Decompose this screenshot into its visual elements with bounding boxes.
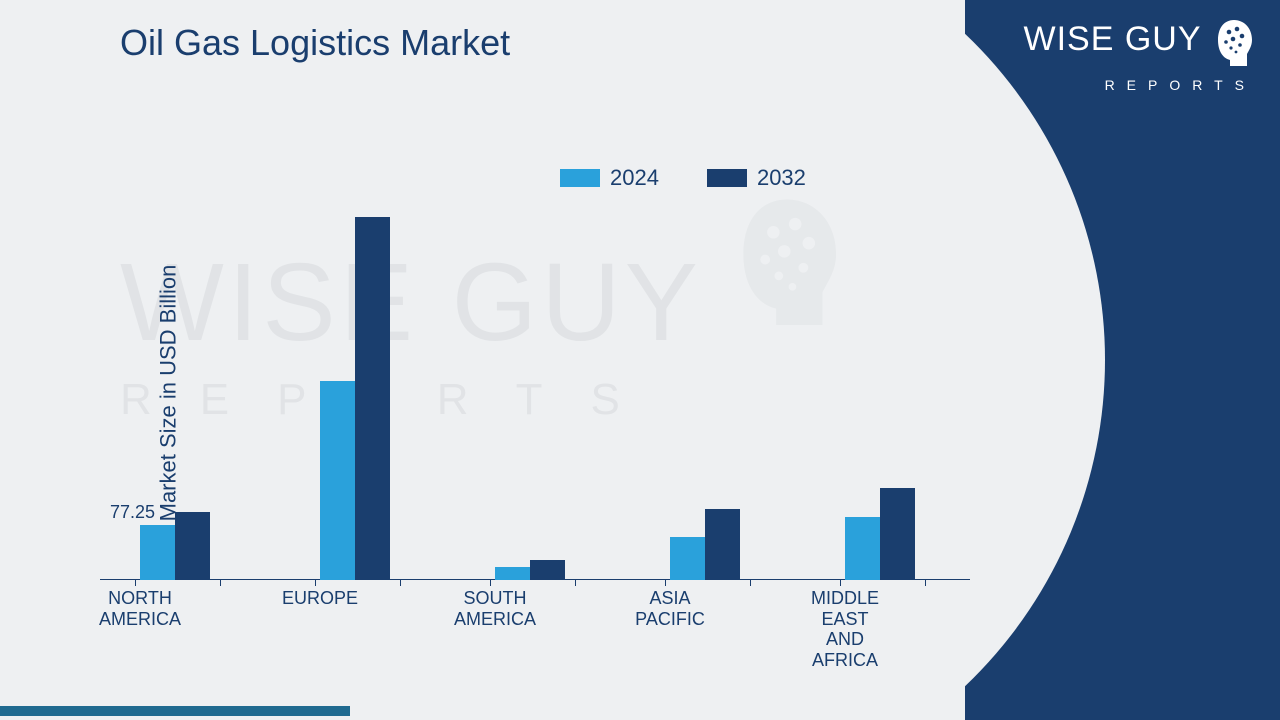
legend-item-2032: 2032 [707,165,806,191]
category-label: NORTHAMERICA [70,588,210,629]
bar-group [495,560,565,580]
axis-tick [925,580,926,586]
axis-tick [575,580,576,586]
axis-tick [135,580,136,586]
bar-2024 [670,537,705,580]
chart-title: Oil Gas Logistics Market [120,22,510,64]
category-label: ASIAPACIFIC [600,588,740,629]
bar-group [670,509,740,580]
axis-tick [750,580,751,586]
category-label: EUROPE [250,588,390,609]
bar-2024 [320,381,355,580]
bar-2032 [880,488,915,581]
brain-head-icon [1212,18,1256,74]
bar-value-label: 77.25 [110,502,155,523]
axis-tick [400,580,401,586]
bar-group [320,217,390,580]
bar-2024 [495,567,530,580]
axis-tick [220,580,221,586]
axis-tick [315,580,316,586]
logo-line1: WISE GUY [1024,20,1202,58]
bar-group [845,488,915,581]
brand-logo: WISE GUY REPORTS [1024,18,1256,92]
chart-plot-area: 77.25 [100,210,970,580]
bar-2024 [140,525,175,580]
legend-swatch-2032 [707,169,747,187]
legend-item-2024: 2024 [560,165,659,191]
axis-tick [490,580,491,586]
bar-2032 [355,217,390,580]
bar-2032 [530,560,565,580]
logo-line2: REPORTS [1024,78,1256,92]
bar-2024 [845,517,880,580]
category-label: MIDDLEEASTANDAFRICA [775,588,915,671]
category-label: SOUTHAMERICA [425,588,565,629]
legend-swatch-2024 [560,169,600,187]
bar-2032 [705,509,740,580]
axis-tick [665,580,666,586]
bottom-accent-bar [0,706,350,716]
legend-label-2032: 2032 [757,165,806,191]
right-panel [965,0,1280,720]
axis-tick [840,580,841,586]
legend-label-2024: 2024 [610,165,659,191]
legend: 2024 2032 [560,165,806,191]
bar-2032 [175,512,210,580]
